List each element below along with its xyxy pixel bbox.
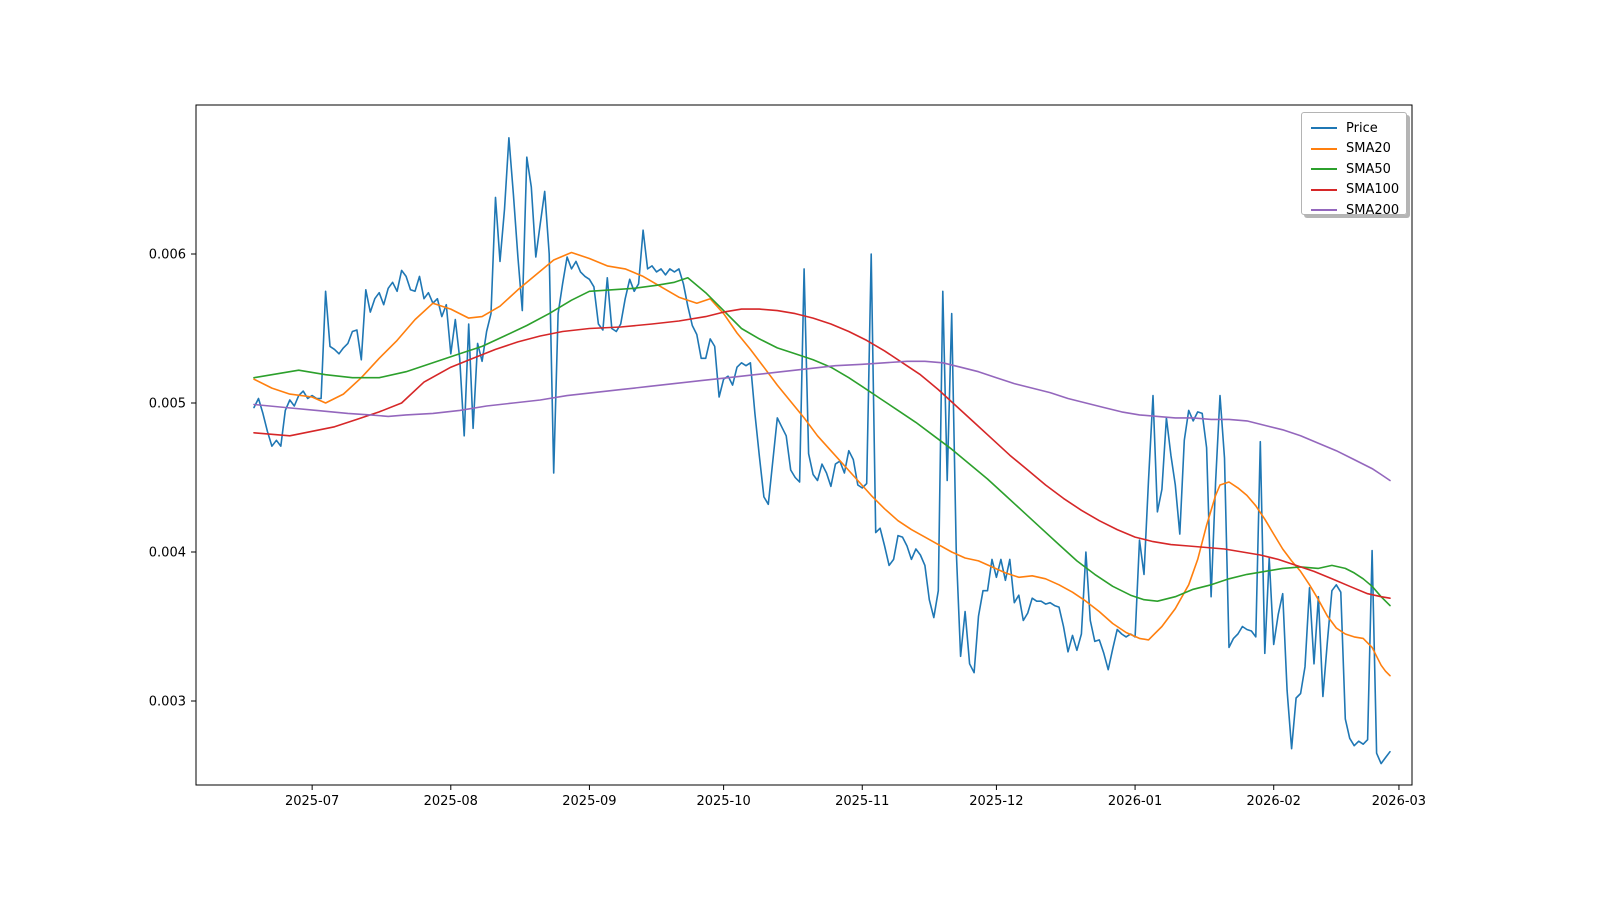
legend-item-price: Price: [1302, 118, 1406, 139]
sma200-line: [253, 360, 1391, 482]
legend-label-sma100: SMA100: [1346, 182, 1400, 198]
legend-label-sma50: SMA50: [1346, 161, 1391, 177]
axes: 2025-07 2025-08 2025-09 2025-10 2025-11 2025-…: [149, 104, 1426, 809]
x-tick-label: 2025-10: [696, 794, 750, 809]
sma50-line-swatch-icon: [1311, 168, 1337, 171]
x-tick-label: 2026-02: [1247, 794, 1301, 809]
x-tick-label: 2025-12: [969, 794, 1023, 809]
sma20-line: [253, 251, 1391, 677]
y-tick-label: 0.003: [149, 695, 186, 710]
y-tick-label: 0.006: [149, 248, 186, 263]
legend-label-sma20: SMA20: [1346, 141, 1391, 157]
sma100-line: [253, 308, 1391, 600]
legend-item-sma20: SMA20: [1302, 139, 1406, 160]
x-tick-label: 2025-09: [562, 794, 616, 809]
price-line: [253, 137, 1391, 765]
sma100-line-swatch-icon: [1311, 188, 1337, 191]
legend-item-sma100: SMA100: [1302, 180, 1406, 201]
x-tick-label: 2025-07: [285, 794, 339, 809]
y-tick-label: 0.005: [149, 397, 186, 412]
sma20-line-swatch-icon: [1311, 147, 1337, 150]
x-tick-label: 2025-08: [424, 794, 478, 809]
legend-label-price: Price: [1346, 120, 1378, 136]
legend: Price SMA20 SMA50 SMA100 SMA200: [1301, 112, 1407, 217]
plot-area: [253, 137, 1391, 765]
legend-label-sma200: SMA200: [1346, 202, 1400, 218]
x-tick-label: 2025-11: [835, 794, 889, 809]
y-tick-label: 0.004: [149, 546, 186, 561]
legend-item-sma200: SMA200: [1302, 200, 1406, 221]
sma200-line-swatch-icon: [1311, 209, 1337, 212]
price-line-swatch-icon: [1311, 127, 1337, 130]
legend-item-sma50: SMA50: [1302, 159, 1406, 180]
x-tick-label: 2026-01: [1108, 794, 1162, 809]
sma50-line: [253, 276, 1391, 607]
plot-frame: [195, 104, 1413, 786]
x-tick-label: 2026-03: [1372, 794, 1426, 809]
